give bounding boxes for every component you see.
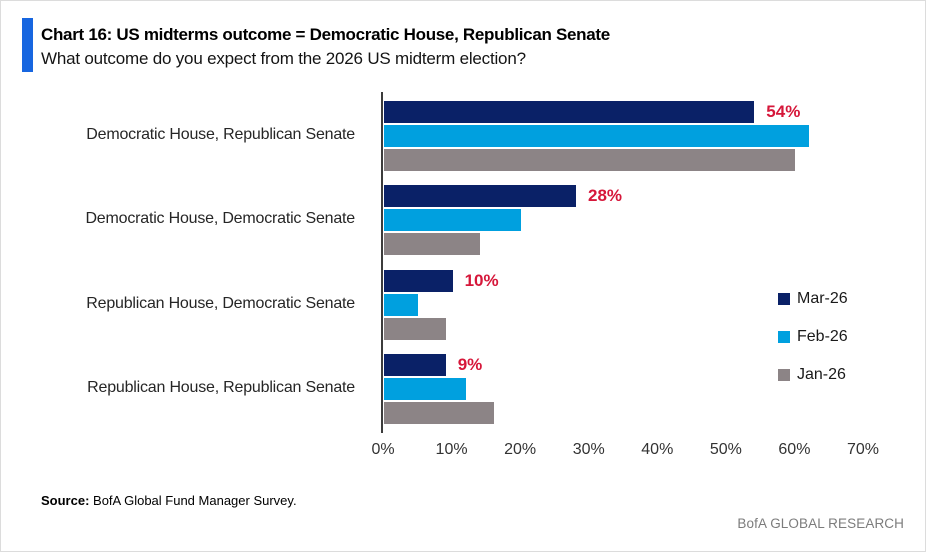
x-axis-ticks: 0% 10% 20% 30% 40% 50% 60% 70% bbox=[371, 441, 883, 461]
source-text: BofA Global Fund Manager Survey. bbox=[89, 493, 297, 508]
x-tick-label: 50% bbox=[709, 441, 742, 458]
plot-area: 54% 28% 10% 9% bbox=[383, 92, 883, 433]
category-labels: Democratic House, Republican Senate Democ… bbox=[29, 92, 369, 433]
legend-item-mar-26: Mar-26 bbox=[778, 290, 848, 307]
source-line: Source: BofA Global Fund Manager Survey. bbox=[41, 493, 297, 508]
x-tick-label: 20% bbox=[504, 441, 537, 458]
bar-feb-26 bbox=[384, 293, 419, 316]
x-tick-label: 30% bbox=[572, 441, 605, 458]
bar-mar-26 bbox=[384, 269, 453, 292]
title-accent-bar bbox=[22, 18, 33, 72]
legend-item-jan-26: Jan-26 bbox=[778, 366, 846, 383]
bar-mar-26 bbox=[384, 353, 446, 376]
value-label: 28% bbox=[588, 186, 623, 206]
x-tick-label: 70% bbox=[846, 441, 880, 458]
value-label: 54% bbox=[766, 102, 801, 121]
category-label: Republican House, Republican Senate bbox=[87, 378, 355, 396]
chart-title: Chart 16: US midterms outcome = Democrat… bbox=[41, 25, 610, 44]
legend-item-feb-26: Feb-26 bbox=[778, 328, 848, 345]
brand-footer: BofA GLOBAL RESEARCH bbox=[737, 516, 904, 531]
x-tick-label: 40% bbox=[641, 441, 674, 458]
bar-jan-26 bbox=[384, 149, 796, 171]
legend-swatch-icon bbox=[778, 293, 790, 305]
legend-swatch-icon bbox=[778, 369, 790, 381]
bar-feb-26 bbox=[384, 125, 810, 147]
bar-mar-26 bbox=[384, 101, 755, 123]
x-tick-label: 60% bbox=[778, 441, 811, 458]
bar-group: 9% bbox=[383, 353, 883, 424]
value-label: 9% bbox=[457, 354, 483, 374]
x-tick-label: 10% bbox=[435, 441, 468, 458]
bar-mar-26 bbox=[384, 185, 576, 208]
legend-label: Feb-26 bbox=[797, 328, 848, 345]
bar-feb-26 bbox=[384, 377, 467, 400]
legend-label: Mar-26 bbox=[797, 290, 848, 307]
bar-jan-26 bbox=[384, 401, 494, 424]
source-label: Source: bbox=[41, 493, 90, 508]
y-axis-line bbox=[381, 92, 383, 433]
bar-group: 10% bbox=[383, 269, 883, 340]
bar-group: 28% bbox=[383, 185, 883, 256]
bar-feb-26 bbox=[384, 209, 522, 232]
legend-swatch-icon bbox=[778, 331, 790, 343]
category-label: Democratic House, Republican Senate bbox=[86, 126, 355, 143]
category-label: Republican House, Democratic Senate bbox=[86, 294, 355, 312]
category-label: Democratic House, Democratic Senate bbox=[85, 210, 355, 228]
bar-jan-26 bbox=[384, 317, 446, 340]
bar-group: 54% bbox=[383, 101, 883, 171]
chart-subtitle: What outcome do you expect from the 2026… bbox=[41, 49, 526, 68]
legend-label: Jan-26 bbox=[797, 366, 846, 383]
bar-jan-26 bbox=[384, 233, 480, 256]
value-label: 10% bbox=[464, 270, 499, 290]
x-tick-label: 0% bbox=[371, 441, 395, 458]
